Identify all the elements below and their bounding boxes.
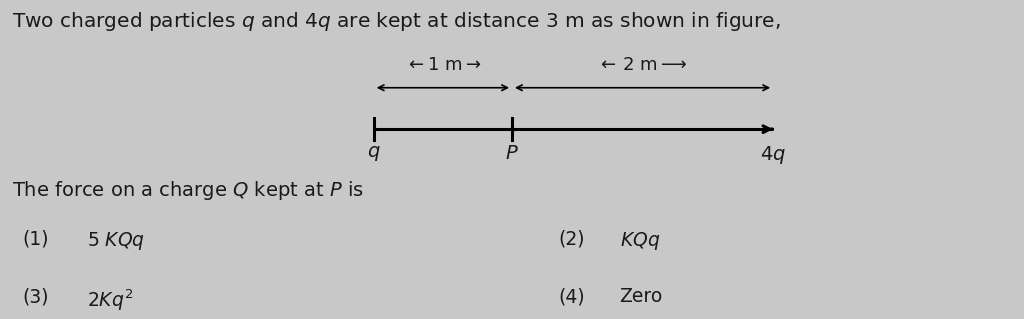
Text: $4q$: $4q$: [760, 144, 786, 166]
Text: 5 $KQq$: 5 $KQq$: [87, 230, 145, 252]
Text: $q$: $q$: [367, 144, 381, 163]
Text: The force on a charge $Q$ kept at $P$ is: The force on a charge $Q$ kept at $P$ is: [12, 179, 365, 202]
Text: $\leftarrow$ 2 m$\longrightarrow$: $\leftarrow$ 2 m$\longrightarrow$: [597, 56, 688, 74]
Text: (4): (4): [558, 287, 585, 306]
Text: (3): (3): [23, 287, 49, 306]
Text: $KQq$: $KQq$: [620, 230, 659, 252]
Text: $P$: $P$: [505, 144, 519, 163]
Text: 2$Kq^2$: 2$Kq^2$: [87, 287, 133, 313]
Text: (2): (2): [558, 230, 585, 249]
Text: Zero: Zero: [620, 287, 663, 306]
Text: Two charged particles $q$ and $4q$ are kept at distance 3 m as shown in figure,: Two charged particles $q$ and $4q$ are k…: [12, 10, 781, 33]
Text: $\leftarrow$1 m$\rightarrow$: $\leftarrow$1 m$\rightarrow$: [404, 56, 481, 74]
Text: (1): (1): [23, 230, 49, 249]
